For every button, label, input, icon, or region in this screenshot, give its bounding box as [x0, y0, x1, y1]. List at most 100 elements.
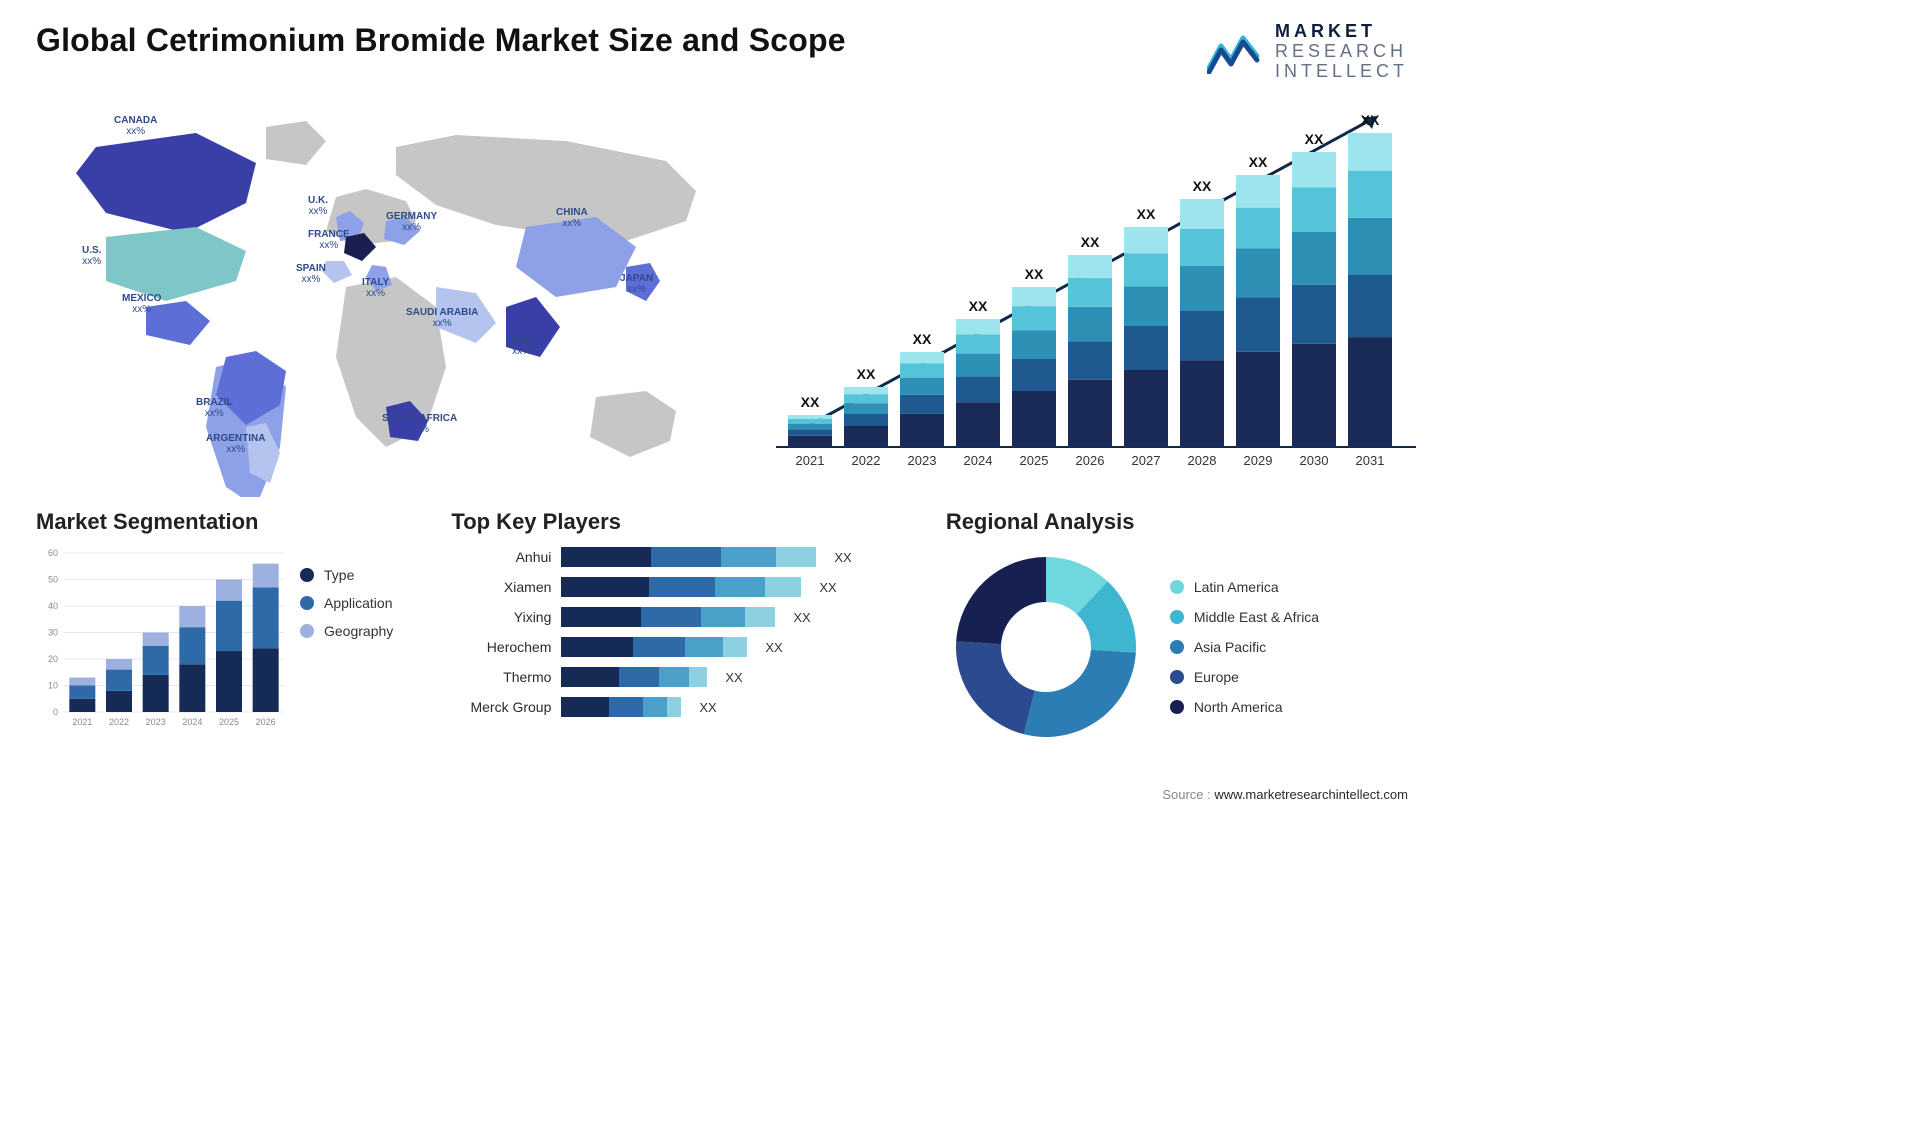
legend-item: Latin America — [1170, 579, 1319, 595]
svg-text:2023: 2023 — [908, 453, 937, 468]
player-bar-segment — [721, 547, 776, 567]
segmentation-title: Market Segmentation — [36, 509, 411, 535]
player-bar-segment — [689, 667, 707, 687]
regional-legend: Latin America Middle East & Africa Asia Pa… — [1170, 579, 1319, 715]
legend-dot-icon — [300, 596, 314, 610]
map-country-label: ARGENTINAxx% — [206, 433, 265, 455]
svg-text:2021: 2021 — [72, 717, 92, 727]
svg-text:2024: 2024 — [964, 453, 993, 468]
svg-text:50: 50 — [48, 575, 58, 585]
map-country-label: INDIAxx% — [508, 335, 535, 357]
segmentation-chart: 0102030405060202120222023202420252026 — [36, 547, 286, 732]
map-country-label: GERMANYxx% — [386, 211, 437, 233]
player-row: Xiamen XX — [451, 577, 905, 597]
player-bar-segment — [685, 637, 723, 657]
player-bar-segment — [643, 697, 667, 717]
map-country-label: ITALYxx% — [362, 277, 389, 299]
player-row: Anhui XX — [451, 547, 905, 567]
legend-label: Asia Pacific — [1194, 639, 1266, 655]
svg-text:XX: XX — [913, 331, 932, 347]
map-country-label: SPAINxx% — [296, 263, 326, 285]
svg-text:60: 60 — [48, 548, 58, 558]
player-bar-segment — [609, 697, 643, 717]
player-bar-segment — [561, 697, 609, 717]
growth-bar-chart: XX2021XX2022XX2023XX2024XX2025XX2026XX20… — [776, 97, 1416, 497]
player-value: XX — [834, 550, 851, 565]
map-country-label: CHINAxx% — [556, 207, 588, 229]
legend-label: Geography — [324, 623, 393, 639]
player-bar — [561, 607, 775, 627]
player-bar-segment — [633, 637, 685, 657]
legend-label: Latin America — [1194, 579, 1279, 595]
svg-text:30: 30 — [48, 628, 58, 638]
svg-text:2027: 2027 — [1132, 453, 1161, 468]
legend-dot-icon — [1170, 670, 1184, 684]
regional-donut-chart — [946, 547, 1146, 747]
svg-text:2021: 2021 — [796, 453, 825, 468]
svg-text:XX: XX — [969, 298, 988, 314]
player-bar-segment — [561, 637, 633, 657]
player-row: Herochem XX — [451, 637, 905, 657]
legend-label: Middle East & Africa — [1194, 609, 1319, 625]
segmentation-legend: Type Application Geography — [300, 547, 393, 732]
player-name: Herochem — [451, 639, 551, 655]
legend-label: Application — [324, 595, 393, 611]
source-attribution: Source : www.marketresearchintellect.com — [1162, 787, 1408, 802]
player-bar-segment — [776, 547, 816, 567]
svg-text:2022: 2022 — [109, 717, 129, 727]
player-value: XX — [765, 640, 782, 655]
key-players-list: Anhui XXXiamen XXYixing XXHerochem XXThe… — [451, 547, 905, 717]
player-bar-segment — [651, 547, 721, 567]
svg-text:XX: XX — [801, 394, 820, 410]
legend-label: Type — [324, 567, 354, 583]
legend-item: Geography — [300, 623, 393, 639]
player-bar-segment — [649, 577, 715, 597]
svg-text:2025: 2025 — [1020, 453, 1049, 468]
svg-text:XX: XX — [1025, 266, 1044, 282]
legend-item: Europe — [1170, 669, 1319, 685]
map-country-label: U.K.xx% — [308, 195, 328, 217]
brand-logo: MARKET RESEARCH INTELLECT — [1207, 22, 1408, 81]
player-bar-segment — [715, 577, 765, 597]
svg-text:40: 40 — [48, 601, 58, 611]
player-value: XX — [819, 580, 836, 595]
svg-text:2029: 2029 — [1244, 453, 1273, 468]
player-bar — [561, 577, 801, 597]
svg-text:2026: 2026 — [1076, 453, 1105, 468]
svg-text:2030: 2030 — [1300, 453, 1329, 468]
player-name: Anhui — [451, 549, 551, 565]
world-map-panel: CANADAxx% U.S.xx% MEXICOxx% BRAZILxx% ARGENT… — [36, 97, 716, 497]
map-country-label: BRAZILxx% — [196, 397, 233, 419]
legend-dot-icon — [1170, 580, 1184, 594]
player-row: Merck Group XX — [451, 697, 905, 717]
legend-label: Europe — [1194, 669, 1239, 685]
page-title: Global Cetrimonium Bromide Market Size a… — [36, 22, 846, 59]
player-value: XX — [699, 700, 716, 715]
svg-text:2026: 2026 — [256, 717, 276, 727]
player-name: Thermo — [451, 669, 551, 685]
player-bar-segment — [723, 637, 747, 657]
map-country-label: CANADAxx% — [114, 115, 157, 137]
player-value: XX — [793, 610, 810, 625]
svg-text:XX: XX — [1081, 234, 1100, 250]
player-bar-segment — [561, 667, 619, 687]
player-bar-segment — [561, 577, 649, 597]
key-players-title: Top Key Players — [451, 509, 905, 535]
player-bar — [561, 637, 747, 657]
key-players-panel: Top Key Players Anhui XXXiamen XXYixing … — [451, 509, 905, 747]
svg-text:2028: 2028 — [1188, 453, 1217, 468]
legend-item: Middle East & Africa — [1170, 609, 1319, 625]
player-bar — [561, 697, 681, 717]
player-row: Yixing XX — [451, 607, 905, 627]
svg-text:20: 20 — [48, 654, 58, 664]
legend-dot-icon — [300, 568, 314, 582]
legend-dot-icon — [1170, 700, 1184, 714]
map-country-label: U.S.xx% — [82, 245, 101, 267]
map-country-label: MEXICOxx% — [122, 293, 161, 315]
player-bar-segment — [561, 547, 651, 567]
player-bar-segment — [701, 607, 745, 627]
svg-text:2024: 2024 — [182, 717, 202, 727]
player-name: Xiamen — [451, 579, 551, 595]
legend-item: Type — [300, 567, 393, 583]
player-row: Thermo XX — [451, 667, 905, 687]
